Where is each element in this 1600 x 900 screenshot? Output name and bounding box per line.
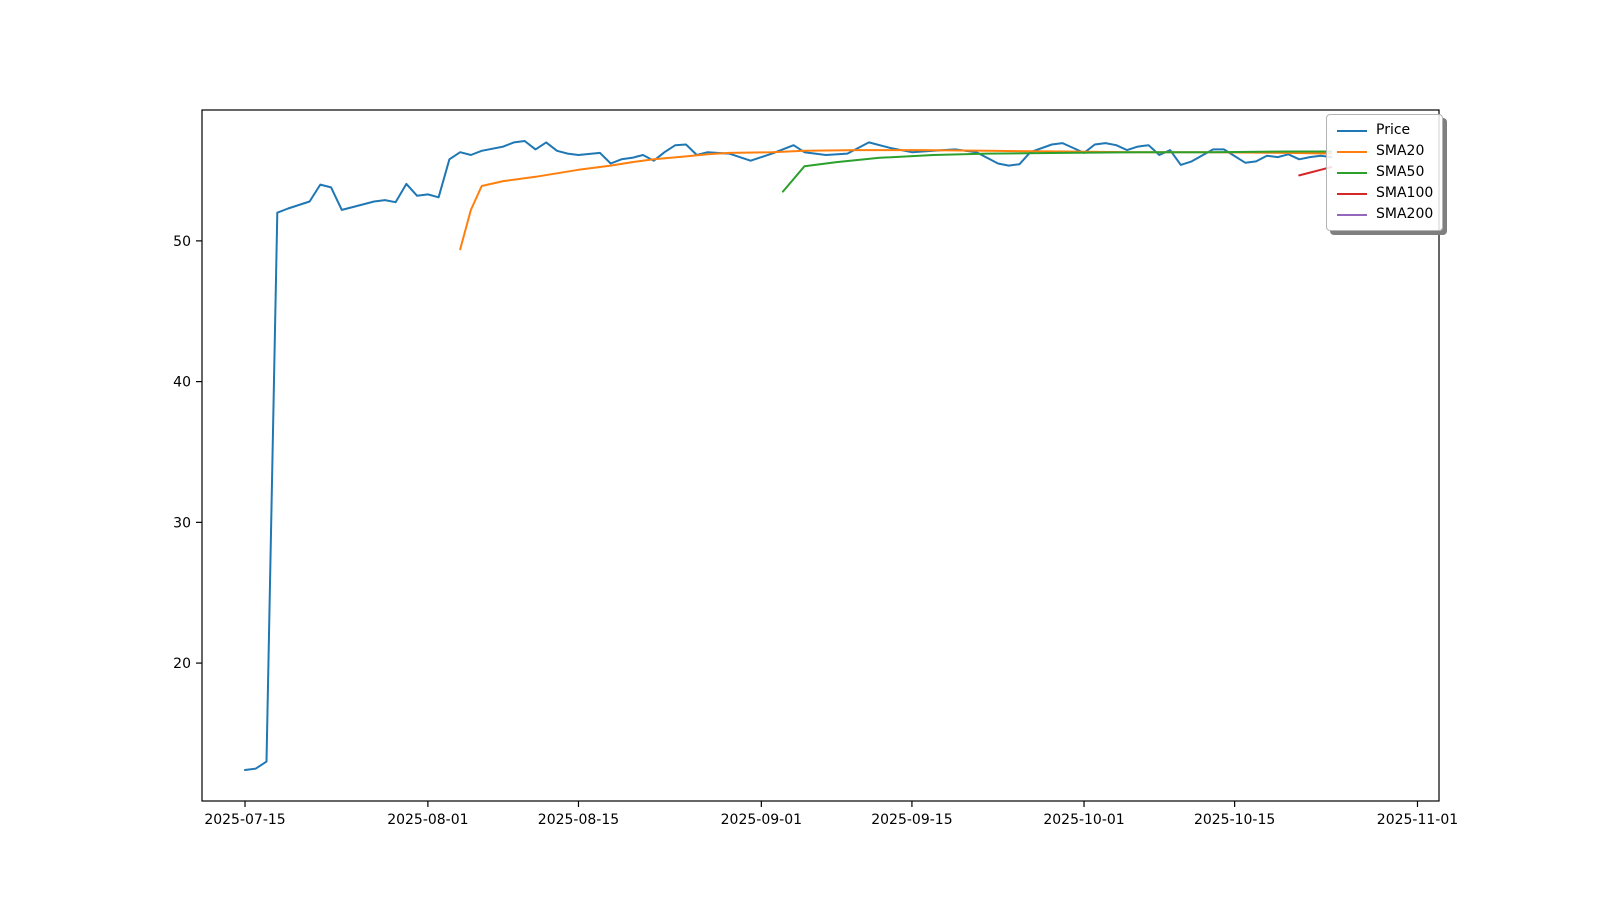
sma100-line-sample — [1337, 192, 1367, 195]
price-line-sample — [1337, 129, 1367, 132]
sma200-line-sample — [1337, 213, 1367, 216]
x-tick-label: 2025-08-15 — [538, 812, 619, 828]
legend-item-sma200: SMA200 — [1337, 206, 1433, 223]
legend-label-sma50: SMA50 — [1376, 164, 1425, 180]
x-tick-label: 2025-09-01 — [721, 812, 802, 828]
sma20-line-sample — [1337, 150, 1367, 153]
legend-label-sma200: SMA200 — [1376, 206, 1434, 222]
x-tick-label: 2025-09-15 — [871, 812, 952, 828]
x-tick-label: 2025-11-01 — [1377, 812, 1458, 828]
y-tick-label: 40 — [173, 375, 191, 391]
x-tick-label: 2025-07-15 — [204, 812, 285, 828]
x-tick-label: 2025-10-01 — [1043, 812, 1124, 828]
legend: Price SMA20 SMA50 SMA100 SMA200 — [1326, 114, 1444, 231]
axes-frame — [201, 109, 1440, 802]
legend-item-sma100: SMA100 — [1337, 185, 1433, 202]
sma50-line-sample — [1337, 171, 1367, 174]
y-tick-label: 20 — [173, 656, 191, 672]
legend-item-sma50: SMA50 — [1337, 164, 1433, 181]
legend-label-sma20: SMA20 — [1376, 143, 1425, 159]
legend-item-price: Price — [1337, 122, 1433, 139]
y-tick-label: 30 — [173, 515, 191, 531]
x-tick-label: 2025-08-01 — [387, 812, 468, 828]
legend-label-sma100: SMA100 — [1376, 185, 1434, 201]
x-tick-label: 2025-10-15 — [1194, 812, 1275, 828]
series-line-sma20 — [459, 149, 1333, 251]
series-line-sma50 — [781, 150, 1333, 193]
legend-label-price: Price — [1376, 122, 1411, 138]
y-tick-label: 50 — [173, 234, 191, 250]
legend-item-sma20: SMA20 — [1337, 143, 1433, 160]
series-line-price — [244, 140, 1333, 771]
